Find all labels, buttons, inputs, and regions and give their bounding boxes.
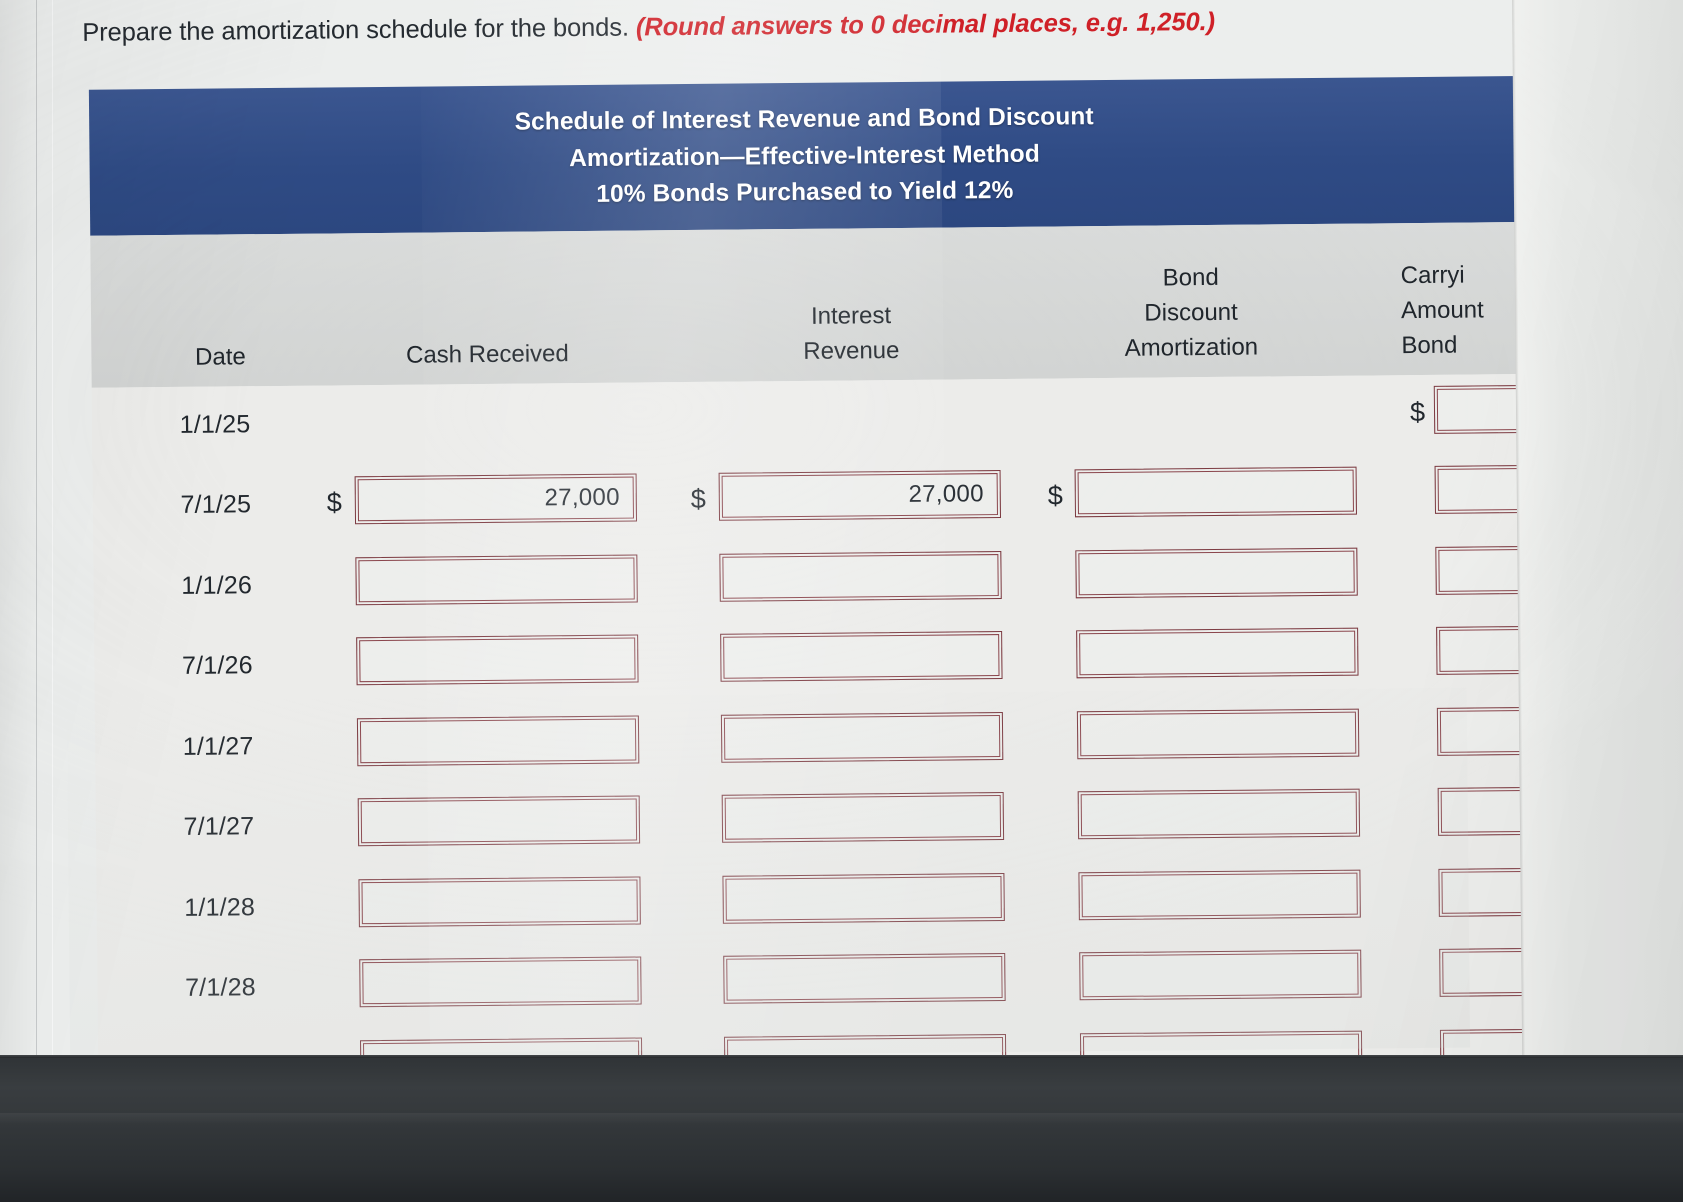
amortization-schedule: Schedule of Interest Revenue and Bond Di…	[88, 76, 1683, 1114]
input-cash-received[interactable]	[358, 876, 641, 927]
input-value-cash-received: 27,000	[544, 483, 620, 512]
page-left-gutter	[0, 0, 36, 1202]
prompt-text: Prepare the amortization schedule for th…	[82, 13, 630, 47]
row-date-label: 7/1/28	[184, 973, 256, 1002]
row-date-label: 7/1/26	[181, 651, 253, 680]
row-date-label: 1/1/28	[184, 892, 256, 922]
photo-right-clip-edge	[1511, 0, 1683, 1058]
row-date-label: 7/1/25	[180, 490, 252, 519]
table-row: 7/1/26	[94, 617, 1683, 711]
input-cash-received[interactable]	[356, 634, 639, 686]
row-date-label: 1/1/26	[181, 570, 253, 600]
question-prompt: Prepare the amortization schedule for th…	[82, 8, 1215, 48]
table-row: 1/1/28	[96, 859, 1683, 953]
input-bond-discount-amortization[interactable]	[1076, 627, 1359, 679]
browser-edge-seam-outer	[36, 0, 37, 1202]
table-row: 1/1/25 $	[92, 376, 1683, 470]
input-interest-revenue[interactable]	[719, 550, 1002, 602]
prompt-rounding-hint: (Round answers to 0 decimal places, e.g.…	[635, 7, 1216, 42]
input-interest-revenue[interactable]	[720, 631, 1003, 682]
currency-symbol-interest-revenue: $	[690, 483, 706, 515]
row-date-label: 7/1/27	[183, 812, 255, 841]
input-interest-revenue[interactable]	[721, 792, 1005, 843]
input-bond-discount-amortization[interactable]	[1074, 466, 1357, 518]
column-header-discount-line-2: Discount	[1144, 298, 1238, 327]
column-header-cash-line-1: Cash Received	[405, 339, 569, 369]
input-cash-received[interactable]	[359, 956, 642, 1008]
column-header-cash-received: Cash Received	[337, 335, 637, 373]
row-date-label: 1/1/25	[179, 409, 251, 439]
table-row: 7/1/27	[96, 778, 1683, 872]
input-bond-discount-amortization[interactable]	[1076, 708, 1360, 759]
input-cash-received[interactable]	[356, 715, 640, 766]
schedule-rows: 1/1/25 $7/1/25 $27,000 $27,000 $1/1/26 7/1/26…	[91, 373, 1683, 1114]
input-interest-revenue[interactable]: 27,000	[718, 470, 1002, 521]
input-interest-revenue[interactable]	[722, 872, 1005, 924]
input-cash-received[interactable]	[355, 554, 638, 605]
input-value-interest-revenue: 27,000	[908, 480, 984, 508]
column-header-bond-discount-amortization: Bond Discount Amortization	[1026, 258, 1357, 366]
column-header-date-line-1: Date	[194, 342, 246, 371]
input-cash-received[interactable]: 27,000	[354, 473, 638, 525]
table-row: 1/1/26	[93, 537, 1683, 631]
input-interest-revenue[interactable]	[723, 953, 1006, 1004]
column-header-interest-revenue: Interest Revenue	[711, 297, 992, 370]
monitor-bezel-band	[0, 1055, 1683, 1202]
currency-symbol-cash-received: $	[326, 487, 343, 518]
input-bond-discount-amortization[interactable]	[1079, 949, 1362, 1001]
browser-edge-seam-inner	[52, 0, 53, 1202]
input-bond-discount-amortization[interactable]	[1075, 547, 1358, 598]
schedule-title-bar: Schedule of Interest Revenue and Bond Di…	[88, 76, 1521, 236]
assignment-content: Prepare the amortization schedule for th…	[0, 0, 1683, 1072]
column-header-discount-line-1: Bond	[1162, 263, 1219, 291]
currency-symbol-carrying-amount-of-bonds: $	[1409, 396, 1426, 427]
table-row: 7/1/25 $27,000 $27,000 $	[93, 456, 1683, 550]
column-header-interest-line-2: Revenue	[803, 336, 900, 365]
column-header-discount-line-3: Amortization	[1124, 333, 1259, 362]
row-date-label: 1/1/27	[182, 731, 254, 761]
table-row: 1/1/27	[95, 698, 1683, 792]
column-header-interest-line-1: Interest	[810, 301, 892, 330]
schedule-column-headers: Date Cash Received Interest Revenue Bond…	[90, 221, 1522, 388]
input-cash-received[interactable]	[357, 795, 641, 847]
input-interest-revenue[interactable]	[720, 711, 1004, 763]
column-header-date: Date	[105, 338, 335, 375]
input-bond-discount-amortization[interactable]	[1077, 788, 1361, 840]
currency-symbol-bond-discount-amortization: $	[1047, 480, 1063, 511]
table-row: 7/1/28	[97, 939, 1683, 1033]
input-bond-discount-amortization[interactable]	[1078, 869, 1361, 920]
